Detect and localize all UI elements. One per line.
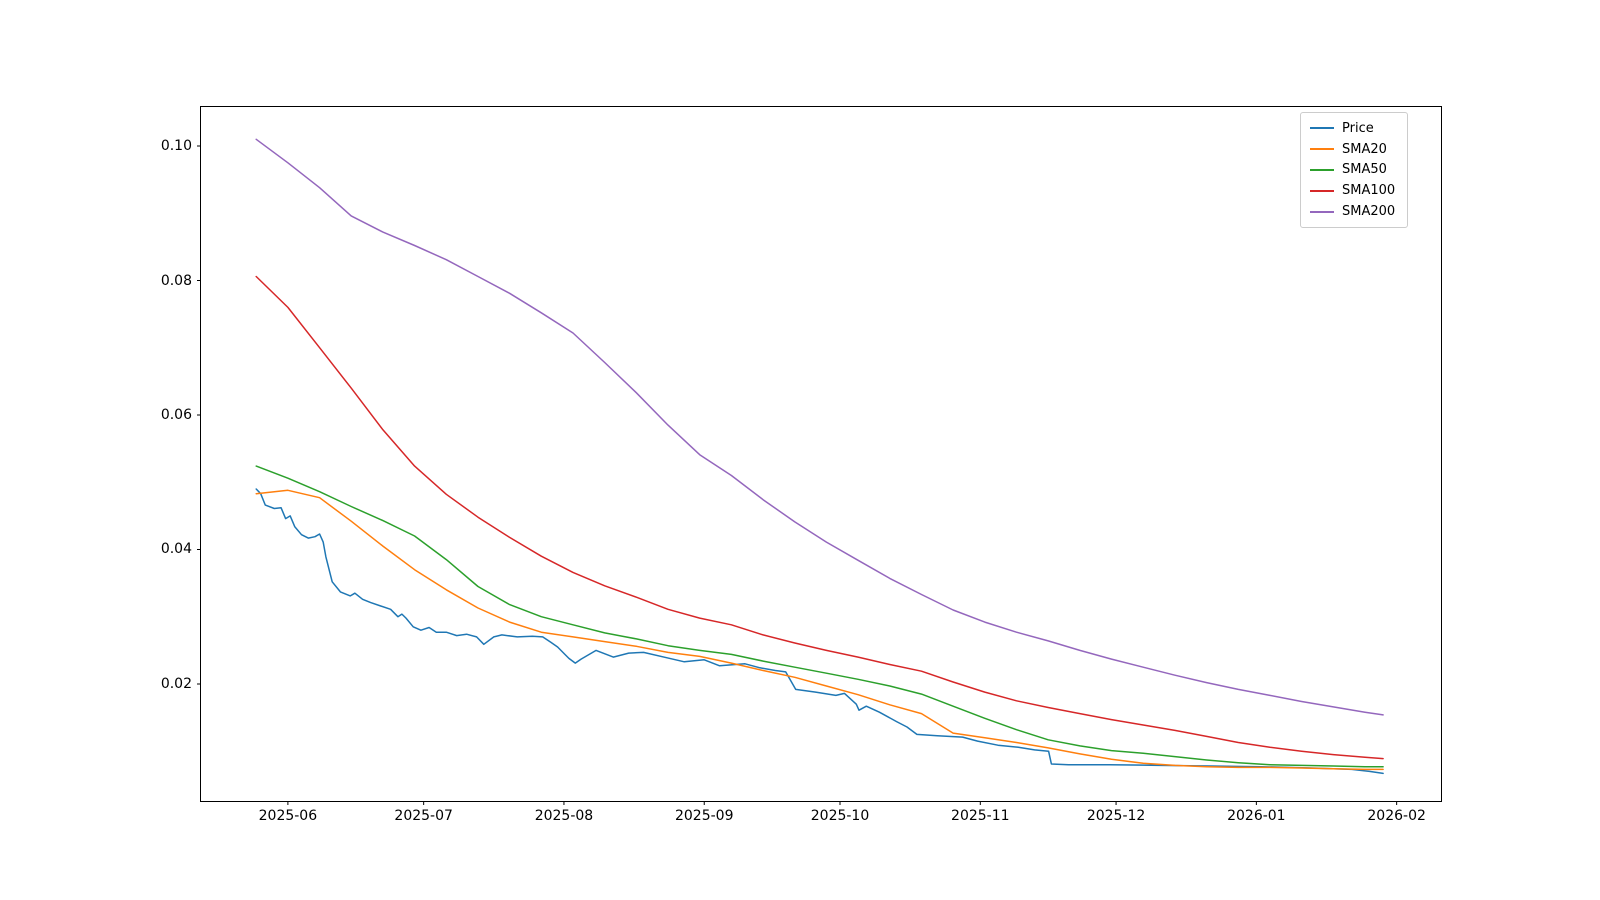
- x-tick-label: 2025-12: [1086, 808, 1146, 824]
- legend-label-sma20: SMA20: [1342, 141, 1387, 157]
- x-tick-label: 2025-09: [674, 808, 734, 824]
- series-line-price: [255, 488, 1384, 775]
- legend: Price SMA20 SMA50 SMA100 SMA200: [1300, 112, 1408, 228]
- y-tick-label: 0.10: [160, 138, 192, 154]
- y-tick-label: 0.08: [160, 272, 192, 289]
- series-line-sma100: [255, 275, 1384, 760]
- legend-entry-price: Price: [1310, 118, 1398, 139]
- legend-label-sma50: SMA50: [1342, 162, 1387, 178]
- series-line-sma20: [255, 489, 1384, 771]
- price-line-swatch: [1310, 127, 1334, 130]
- legend-entry-sma200: SMA200: [1310, 201, 1398, 222]
- axes-frame: [200, 106, 1442, 802]
- legend-entry-sma50: SMA50: [1310, 160, 1398, 181]
- x-tick-label: 2025-07: [394, 808, 453, 824]
- sma200-line-swatch: [1310, 210, 1334, 213]
- x-tick-label: 2025-06: [258, 808, 318, 824]
- legend-label-sma200: SMA200: [1342, 204, 1396, 220]
- legend-entry-sma20: SMA20: [1310, 139, 1398, 160]
- sma100-line-swatch: [1310, 189, 1334, 192]
- sma20-line-swatch: [1310, 148, 1334, 151]
- x-tick-label: 2025-10: [810, 808, 870, 824]
- x-tick-label: 2025-08: [534, 808, 594, 824]
- y-tick-label: 0.06: [160, 406, 192, 423]
- legend-entry-sma100: SMA100: [1310, 180, 1398, 201]
- series-line-sma50: [255, 465, 1384, 768]
- sma50-line-swatch: [1310, 168, 1334, 171]
- x-tick-label: 2026-01: [1227, 808, 1286, 824]
- x-tick-label: 2026-02: [1367, 808, 1426, 824]
- series-line-sma200: [255, 138, 1384, 716]
- y-tick-label: 0.02: [160, 675, 192, 692]
- legend-label-price: Price: [1342, 120, 1374, 136]
- y-tick-label: 0.04: [160, 541, 192, 558]
- x-tick-label: 2025-11: [951, 808, 1010, 824]
- legend-label-sma100: SMA100: [1342, 183, 1396, 199]
